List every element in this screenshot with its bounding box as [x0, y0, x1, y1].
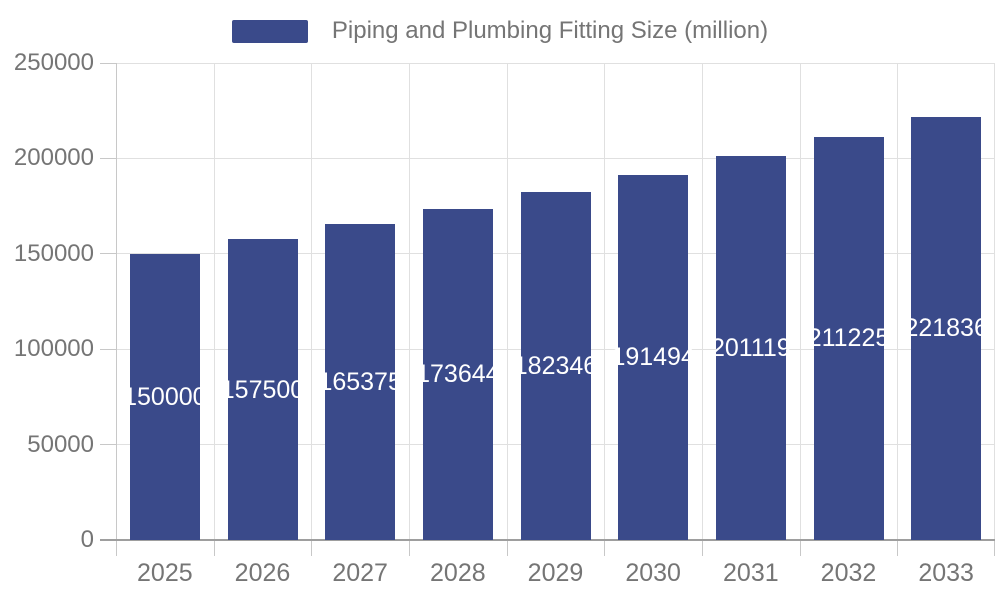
bar-2025	[129, 253, 200, 540]
gridline-vertical	[604, 63, 606, 540]
x-tick-label-2026: 2026	[234, 559, 291, 587]
bar-value-label-2025: 150000	[123, 382, 207, 411]
gridline-vertical	[213, 63, 215, 540]
bar-2026	[227, 239, 298, 540]
gridline-vertical	[897, 63, 899, 540]
x-axis-tick	[506, 540, 508, 556]
gridline-vertical	[702, 63, 703, 540]
y-axis-tick	[100, 62, 116, 64]
x-axis-line	[100, 539, 995, 541]
bar-2031	[715, 156, 786, 540]
gridline-vertical	[799, 63, 801, 540]
gridline-vertical	[409, 63, 410, 540]
bar-value-label-2027: 165375	[318, 368, 402, 397]
y-axis-line	[116, 63, 117, 540]
y-axis-tick	[100, 157, 116, 159]
y-axis-tick	[100, 444, 116, 446]
bar-2028	[422, 208, 493, 540]
y-axis-tick	[100, 253, 116, 255]
y-tick-label: 50000	[27, 430, 94, 458]
x-axis-tick	[311, 540, 313, 556]
gridline-horizontal	[116, 157, 995, 159]
bar-2027	[325, 224, 396, 540]
x-tick-label-2025: 2025	[137, 559, 193, 587]
y-tick-label: 250000	[13, 49, 94, 76]
bar-value-label-2031: 201119	[710, 334, 791, 363]
gridline-vertical	[506, 63, 508, 540]
x-axis-tick	[897, 540, 899, 556]
x-tick-label-2031: 2031	[723, 559, 779, 587]
gridline-vertical	[311, 63, 313, 540]
bar-2030	[618, 174, 689, 540]
plot-area: 0 50000 100000 150000 200000 250000 150000 2025…	[14, 49, 995, 587]
legend[interactable]: Piping and Plumbing Fitting Size (millio…	[0, 17, 1000, 45]
bar-value-label-2029: 182346	[513, 352, 598, 381]
y-tick-label: 100000	[13, 335, 94, 363]
gridline-vertical	[994, 63, 995, 540]
bar-2029	[520, 192, 591, 540]
bar-value-label-2028: 173644	[416, 360, 500, 389]
legend-swatch	[231, 19, 308, 43]
x-tick-label-2029: 2029	[527, 559, 584, 587]
x-tick-label-2027: 2027	[332, 559, 388, 587]
bar-value-label-2032: 211225	[807, 324, 890, 353]
y-axis-tick	[100, 348, 116, 350]
y-tick-label: 0	[80, 526, 94, 553]
x-axis-tick	[409, 540, 410, 556]
x-axis-tick	[604, 540, 606, 556]
x-axis-tick	[116, 540, 117, 556]
gridline-horizontal	[116, 62, 995, 64]
x-tick-label-2030: 2030	[625, 559, 681, 587]
bar-2032	[813, 136, 884, 540]
x-axis-tick	[702, 540, 703, 556]
x-axis-tick	[994, 540, 995, 556]
bar-value-label-2030: 191494	[611, 343, 695, 372]
bar-value-label-2033: 221836	[904, 314, 988, 343]
x-tick-label-2033: 2033	[918, 559, 974, 587]
legend-label: Piping and Plumbing Fitting Size (millio…	[331, 17, 769, 44]
bar-value-label-2026: 157500	[220, 375, 305, 404]
x-axis-tick	[213, 540, 215, 556]
x-tick-label-2032: 2032	[820, 559, 877, 587]
x-tick-label-2028: 2028	[430, 559, 486, 587]
y-tick-label: 150000	[13, 239, 94, 267]
y-tick-label: 200000	[13, 144, 94, 172]
bar-2033	[911, 116, 982, 540]
x-axis-tick	[799, 540, 801, 556]
